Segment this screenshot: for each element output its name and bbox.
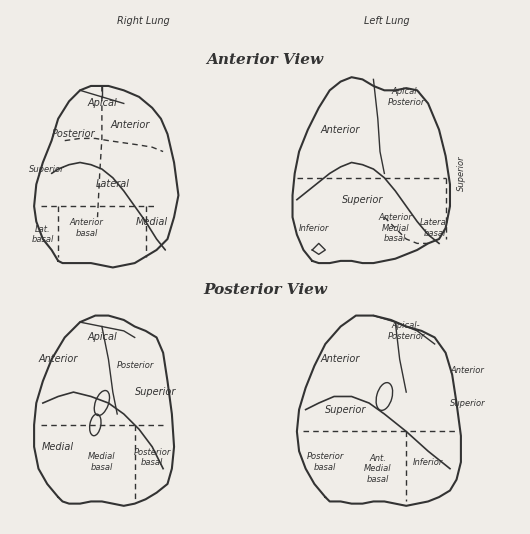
Text: Apical: Apical — [87, 333, 117, 342]
Text: Posterior
basal: Posterior basal — [307, 452, 344, 472]
Text: Posterior
basal: Posterior basal — [134, 448, 171, 467]
Text: Anterior: Anterior — [321, 354, 360, 364]
Text: Apical-
Posterior: Apical- Posterior — [387, 321, 425, 341]
Text: Anterior
basal: Anterior basal — [69, 218, 103, 238]
Text: Inferior: Inferior — [413, 458, 443, 467]
Text: Apical-
Posterior: Apical- Posterior — [387, 87, 425, 107]
Text: Superior: Superior — [342, 195, 383, 205]
Text: Anterior: Anterior — [111, 120, 150, 130]
Text: Medial
basal: Medial basal — [88, 452, 116, 472]
Text: Anterior View: Anterior View — [207, 53, 323, 67]
Text: Ant.
Medial
basal: Ant. Medial basal — [364, 454, 392, 484]
Text: Anterior: Anterior — [321, 124, 360, 135]
Text: Posterior: Posterior — [117, 362, 155, 371]
Text: Medial: Medial — [42, 442, 74, 452]
Text: Right Lung: Right Lung — [117, 16, 170, 26]
Text: Anterior
Medial
basal: Anterior Medial basal — [378, 213, 412, 243]
Text: Anterior: Anterior — [39, 354, 78, 364]
Text: Lateral
basal: Lateral basal — [420, 218, 449, 238]
Text: Apical: Apical — [87, 98, 117, 108]
Text: Superior: Superior — [325, 405, 367, 414]
Text: Superior: Superior — [29, 164, 65, 174]
Text: Superior: Superior — [450, 398, 485, 407]
Text: Left Lung: Left Lung — [364, 16, 410, 26]
Text: Lat.
basal: Lat. basal — [32, 225, 54, 245]
Text: Superior: Superior — [456, 155, 465, 191]
Text: Anterior: Anterior — [450, 366, 484, 375]
Text: Lateral: Lateral — [96, 179, 130, 190]
Text: Superior: Superior — [135, 387, 176, 397]
Text: Medial: Medial — [136, 216, 168, 226]
Text: Posterior: Posterior — [51, 129, 95, 139]
Text: Inferior: Inferior — [299, 224, 330, 233]
Text: Posterior View: Posterior View — [203, 283, 327, 297]
